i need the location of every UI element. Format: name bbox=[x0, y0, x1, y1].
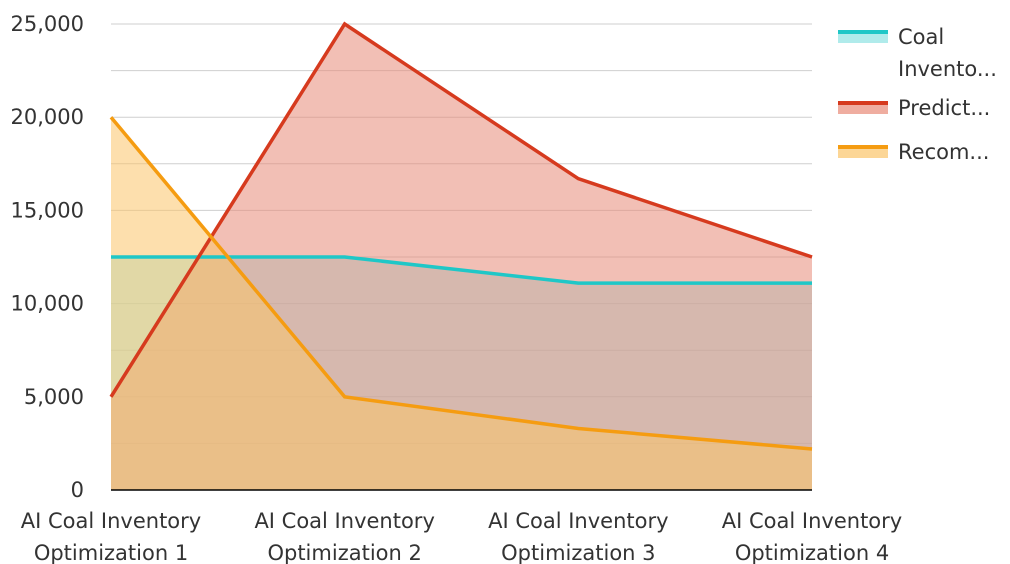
series-line bbox=[109, 116, 813, 451]
x-axis-category-labels: AI Coal Inventory Optimization 1 AI Coal I… bbox=[21, 509, 902, 564]
x-category-label: AI Coal Inventory bbox=[254, 509, 434, 533]
y-tick-label: 5,000 bbox=[24, 385, 84, 409]
x-category-label: Optimization 1 bbox=[34, 541, 188, 564]
series-areas bbox=[111, 24, 812, 490]
x-category-label: Optimization 4 bbox=[735, 541, 889, 564]
y-tick-label: 20,000 bbox=[11, 105, 84, 129]
x-category-label: AI Coal Inventory bbox=[21, 509, 201, 533]
legend: Coal Invento... Predict... Recom... bbox=[838, 25, 997, 164]
y-tick-label: 15,000 bbox=[11, 198, 84, 222]
y-axis-tick-labels: 0 5,000 10,000 15,000 20,000 25,000 bbox=[11, 12, 84, 502]
y-tick-label: 0 bbox=[71, 478, 84, 502]
x-category-label: AI Coal Inventory bbox=[722, 509, 902, 533]
legend-label: Coal bbox=[898, 25, 944, 49]
x-category-label: Optimization 2 bbox=[267, 541, 421, 564]
x-category-label: AI Coal Inventory bbox=[488, 509, 668, 533]
y-tick-label: 10,000 bbox=[11, 292, 84, 316]
series-line bbox=[109, 21, 813, 398]
series-lines bbox=[109, 21, 813, 451]
x-category-label: Optimization 3 bbox=[501, 541, 655, 564]
series-area bbox=[111, 117, 812, 490]
legend-label: Recom... bbox=[898, 140, 989, 164]
legend-label: Predict... bbox=[898, 96, 990, 120]
y-tick-label: 25,000 bbox=[11, 12, 84, 36]
legend-label: Invento... bbox=[898, 57, 997, 81]
